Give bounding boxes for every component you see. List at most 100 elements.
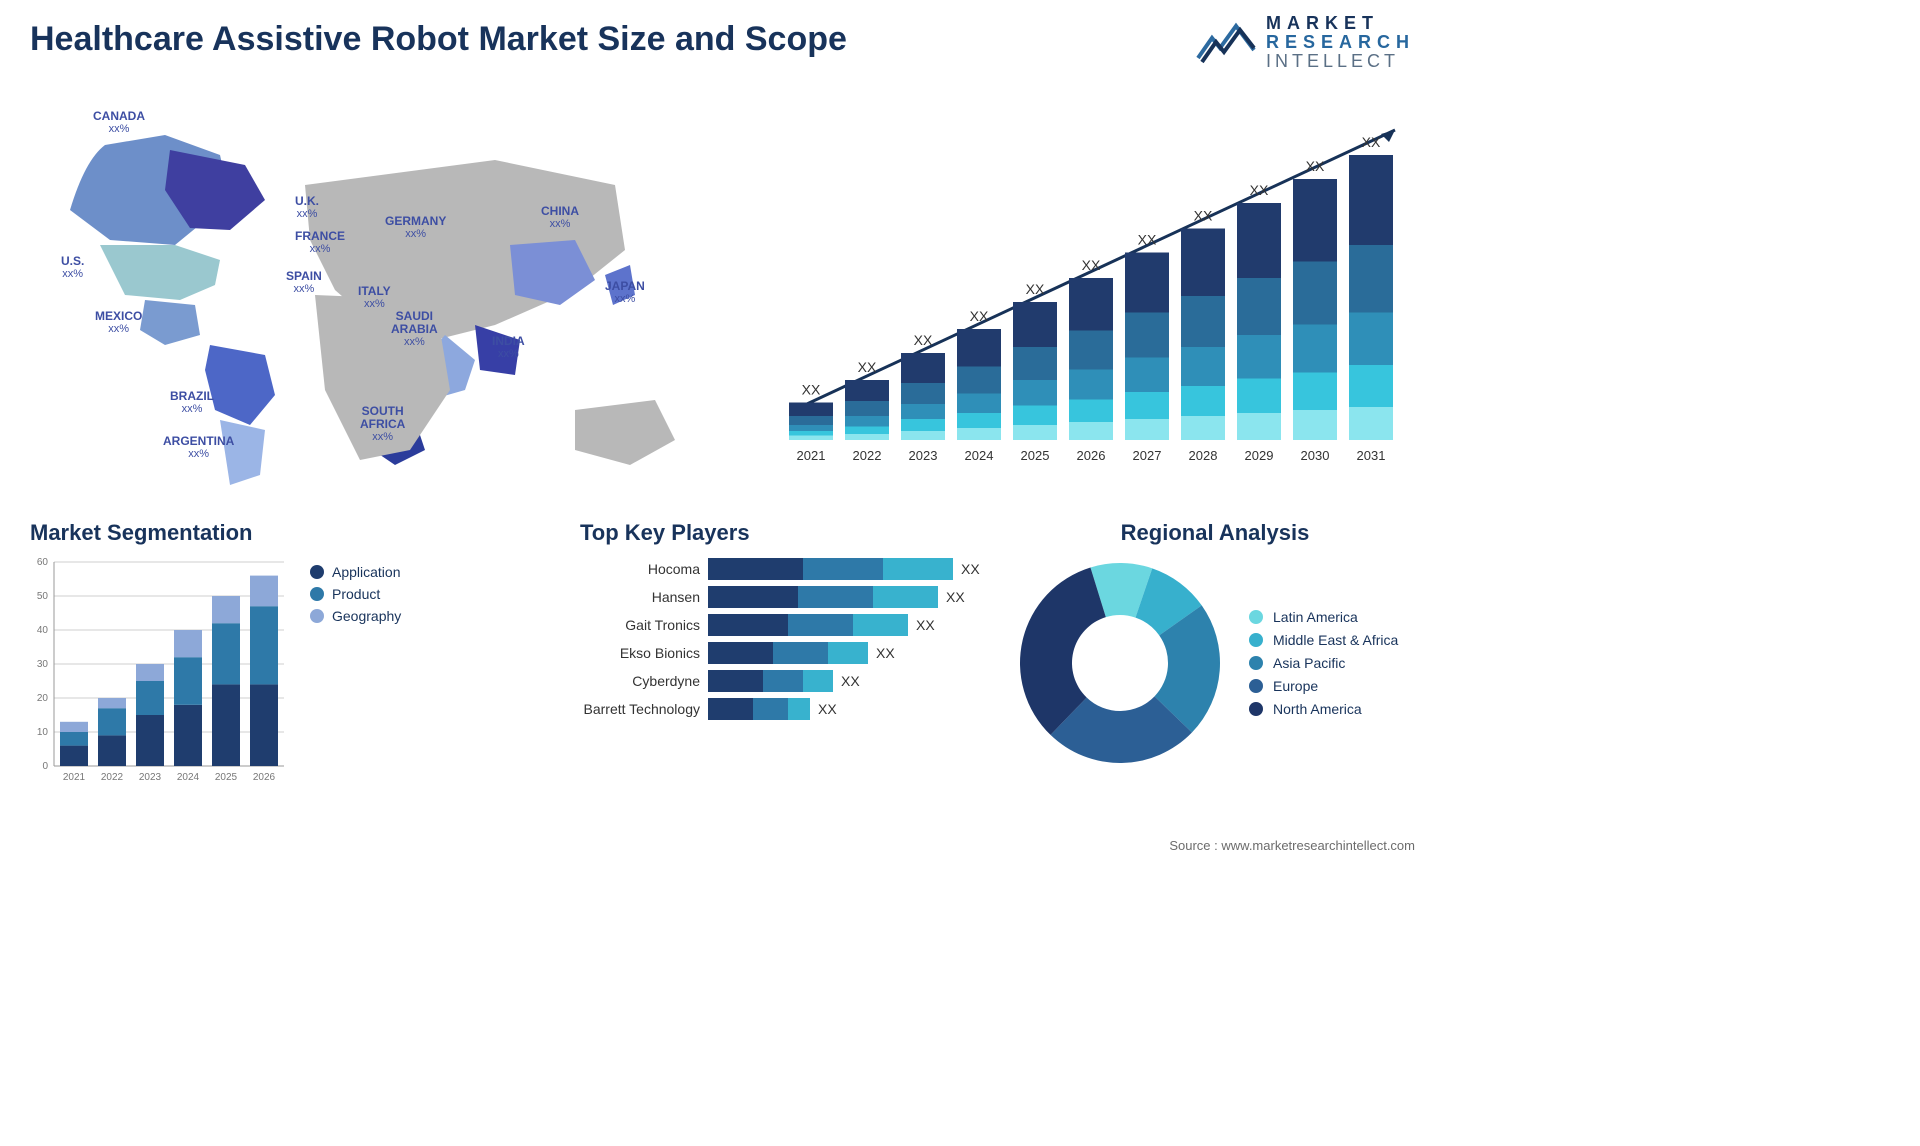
map-label: BRAZILxx% bbox=[170, 390, 214, 415]
logo-line2: RESEARCH bbox=[1266, 33, 1415, 52]
map-label: ARGENTINAxx% bbox=[163, 435, 234, 460]
svg-text:XX: XX bbox=[1082, 257, 1101, 273]
map-label: U.K.xx% bbox=[295, 195, 319, 220]
svg-text:2024: 2024 bbox=[965, 448, 994, 463]
segmentation-legend-item: Product bbox=[310, 586, 401, 602]
svg-text:2029: 2029 bbox=[1245, 448, 1274, 463]
map-label: GERMANYxx% bbox=[385, 215, 446, 240]
svg-text:2023: 2023 bbox=[139, 772, 162, 783]
svg-text:2021: 2021 bbox=[63, 772, 86, 783]
regional-legend: Latin America Middle East & Africa Asia Pa… bbox=[1249, 602, 1398, 724]
player-name: Hansen bbox=[580, 589, 708, 605]
svg-text:2026: 2026 bbox=[1077, 448, 1106, 463]
logo-mark-icon bbox=[1196, 20, 1256, 64]
map-label: U.S.xx% bbox=[61, 255, 84, 280]
map-label: CANADAxx% bbox=[93, 110, 145, 135]
player-value: XX bbox=[818, 701, 837, 717]
map-label: FRANCExx% bbox=[295, 230, 345, 255]
svg-text:2025: 2025 bbox=[1021, 448, 1050, 463]
svg-text:XX: XX bbox=[858, 359, 877, 375]
player-value: XX bbox=[961, 561, 980, 577]
player-row: Gait Tronics XX bbox=[580, 614, 980, 636]
regional-donut bbox=[1015, 558, 1225, 768]
player-bar bbox=[708, 558, 953, 580]
svg-text:XX: XX bbox=[914, 332, 933, 348]
svg-text:0: 0 bbox=[42, 761, 48, 772]
page-title: Healthcare Assistive Robot Market Size a… bbox=[30, 20, 847, 59]
svg-text:50: 50 bbox=[37, 591, 49, 602]
regional-legend-item: Europe bbox=[1249, 678, 1398, 694]
map-label: INDIAxx% bbox=[492, 335, 525, 360]
map-label: CHINAxx% bbox=[541, 205, 579, 230]
map-label: ITALYxx% bbox=[358, 285, 391, 310]
svg-text:2022: 2022 bbox=[853, 448, 882, 463]
map-label: SAUDIARABIAxx% bbox=[391, 310, 438, 348]
segmentation-chart: 0 10 20 30 40 50 60 2021 2022 2023 2024 2025 2026 bbox=[30, 558, 290, 788]
svg-text:2023: 2023 bbox=[909, 448, 938, 463]
player-bar bbox=[708, 670, 833, 692]
player-row: Hansen XX bbox=[580, 586, 980, 608]
svg-text:2031: 2031 bbox=[1357, 448, 1386, 463]
player-value: XX bbox=[876, 645, 895, 661]
regional-legend-item: Latin America bbox=[1249, 609, 1398, 625]
svg-text:XX: XX bbox=[1362, 134, 1381, 150]
player-row: Barrett Technology XX bbox=[580, 698, 980, 720]
svg-text:40: 40 bbox=[37, 625, 49, 636]
svg-text:20: 20 bbox=[37, 693, 49, 704]
player-name: Cyberdyne bbox=[580, 673, 708, 689]
svg-text:2028: 2028 bbox=[1189, 448, 1218, 463]
svg-text:2026: 2026 bbox=[253, 772, 276, 783]
regional-legend-item: North America bbox=[1249, 701, 1398, 717]
regional-legend-item: Asia Pacific bbox=[1249, 655, 1398, 671]
svg-text:XX: XX bbox=[1250, 182, 1269, 198]
svg-text:30: 30 bbox=[37, 659, 49, 670]
svg-text:10: 10 bbox=[37, 727, 49, 738]
svg-text:2022: 2022 bbox=[101, 772, 124, 783]
svg-text:XX: XX bbox=[1194, 208, 1213, 224]
map-label: SPAINxx% bbox=[286, 270, 322, 295]
player-bar bbox=[708, 614, 908, 636]
player-bar bbox=[708, 586, 938, 608]
logo-line3: INTELLECT bbox=[1266, 52, 1415, 71]
map-label: JAPANxx% bbox=[605, 280, 645, 305]
regional-section: Regional Analysis Latin AmericaMiddle Ea… bbox=[1015, 520, 1415, 768]
svg-text:XX: XX bbox=[1026, 281, 1045, 297]
svg-text:2024: 2024 bbox=[177, 772, 200, 783]
svg-text:60: 60 bbox=[37, 558, 49, 568]
segmentation-legend: Application Product Geography bbox=[310, 558, 401, 630]
logo-line1: MARKET bbox=[1266, 14, 1415, 33]
map-label: SOUTHAFRICAxx% bbox=[360, 405, 405, 443]
player-bar bbox=[708, 698, 810, 720]
player-row: Cyberdyne XX bbox=[580, 670, 980, 692]
player-name: Hocoma bbox=[580, 561, 708, 577]
map-label: MEXICOxx% bbox=[95, 310, 142, 335]
svg-text:XX: XX bbox=[1306, 158, 1325, 174]
svg-text:XX: XX bbox=[802, 382, 821, 398]
growth-bar-chart: XX 2021 XX 2022 XX 2023 XX 2024 XX 2025 XX 2026 XX 20… bbox=[775, 100, 1415, 480]
players-section: Top Key Players HocomaXXHansenXXGait Tro… bbox=[580, 520, 980, 726]
svg-text:XX: XX bbox=[970, 308, 989, 324]
svg-text:2030: 2030 bbox=[1301, 448, 1330, 463]
growth-bar-svg: XX 2021 XX 2022 XX 2023 XX 2024 XX 2025 XX 2026 XX 20… bbox=[775, 100, 1415, 480]
svg-text:XX: XX bbox=[1138, 232, 1157, 248]
segmentation-legend-item: Application bbox=[310, 564, 401, 580]
svg-text:2025: 2025 bbox=[215, 772, 238, 783]
players-title: Top Key Players bbox=[580, 520, 980, 546]
segmentation-title: Market Segmentation bbox=[30, 520, 460, 546]
player-row: Hocoma XX bbox=[580, 558, 980, 580]
player-name: Ekso Bionics bbox=[580, 645, 708, 661]
player-name: Barrett Technology bbox=[580, 701, 708, 717]
regional-legend-item: Middle East & Africa bbox=[1249, 632, 1398, 648]
player-bar bbox=[708, 642, 868, 664]
svg-text:2027: 2027 bbox=[1133, 448, 1162, 463]
player-value: XX bbox=[916, 617, 935, 633]
player-value: XX bbox=[946, 589, 965, 605]
player-row: Ekso Bionics XX bbox=[580, 642, 980, 664]
brand-logo: MARKET RESEARCH INTELLECT bbox=[1196, 14, 1415, 71]
segmentation-legend-item: Geography bbox=[310, 608, 401, 624]
player-name: Gait Tronics bbox=[580, 617, 708, 633]
world-map: CANADAxx% U.S.xx% MEXICOxx% BRAZILxx% ARGENT… bbox=[15, 90, 735, 495]
svg-text:2021: 2021 bbox=[797, 448, 826, 463]
segmentation-section: Market Segmentation 0 10 20 30 40 50 60 2021 202… bbox=[30, 520, 460, 788]
player-value: XX bbox=[841, 673, 860, 689]
